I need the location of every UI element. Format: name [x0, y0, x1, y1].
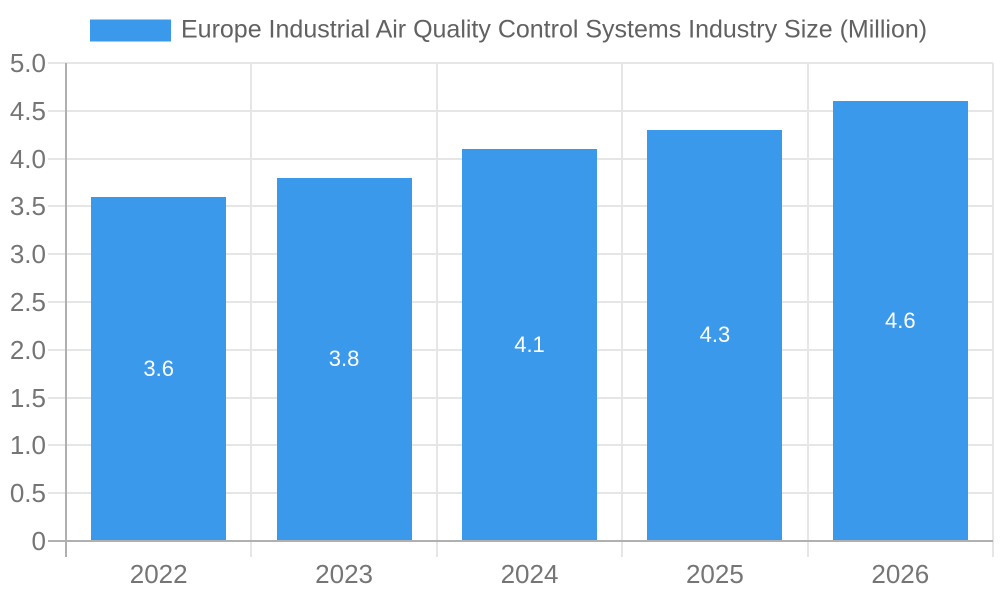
- x-gridline: [992, 63, 994, 541]
- x-axis-tick: [250, 541, 253, 557]
- x-gridline: [250, 63, 253, 541]
- y-axis-tick-label: 0: [31, 526, 46, 556]
- bar-2026[interactable]: [832, 101, 968, 541]
- y-axis-tick-label: 1.5: [9, 382, 46, 413]
- x-axis-tick-label: 2025: [685, 559, 744, 589]
- x-gridline: [806, 63, 809, 541]
- bar-value-label: 4.3: [699, 322, 731, 348]
- bar-value-label: 4.6: [885, 308, 916, 334]
- x-axis-tick-label: 2023: [315, 559, 373, 589]
- x-gridline: [621, 63, 624, 541]
- x-axis-tick-label: 2024: [500, 559, 559, 589]
- x-axis-tick: [806, 541, 809, 557]
- y-gridline: [48, 62, 993, 64]
- legend-label: Europe Industrial Air Quality Control Sy…: [181, 15, 928, 44]
- x-axis-tick: [992, 541, 994, 557]
- y-axis-tick-label: 3.5: [9, 191, 46, 222]
- y-axis-tick-label: 2.0: [9, 334, 46, 365]
- x-axis-tick-label: 2026: [871, 559, 930, 589]
- x-axis-line: [48, 540, 993, 542]
- y-axis-tick-label: 4.0: [9, 143, 46, 174]
- bar-value-label: 4.1: [514, 332, 545, 358]
- bar-value-label: 3.6: [143, 355, 174, 381]
- x-axis-tick-label: 2022: [129, 559, 188, 589]
- y-axis-tick-label: 5.0: [9, 48, 46, 78]
- bar-2023[interactable]: [276, 177, 412, 541]
- x-gridline: [435, 63, 438, 541]
- x-axis-tick: [435, 541, 438, 557]
- y-gridline: [48, 109, 993, 112]
- y-axis-tick-label: 2.5: [9, 287, 46, 317]
- bar-value-label: 3.8: [328, 346, 360, 372]
- y-axis-tick-label: 0.5: [9, 478, 46, 509]
- y-axis-tick-label: 4.5: [9, 95, 46, 126]
- bar-2022[interactable]: [91, 196, 227, 541]
- legend-swatch-icon: [90, 19, 171, 41]
- bar-2024[interactable]: [462, 149, 597, 541]
- y-axis-tick-label: 3.0: [9, 239, 46, 270]
- legend-item[interactable]: Europe Industrial Air Quality Control Sy…: [90, 16, 927, 45]
- x-axis-tick: [621, 541, 624, 557]
- bar-2025[interactable]: [647, 129, 783, 541]
- y-axis-tick-label: 1.0: [9, 430, 46, 461]
- y-axis-line: [65, 63, 67, 557]
